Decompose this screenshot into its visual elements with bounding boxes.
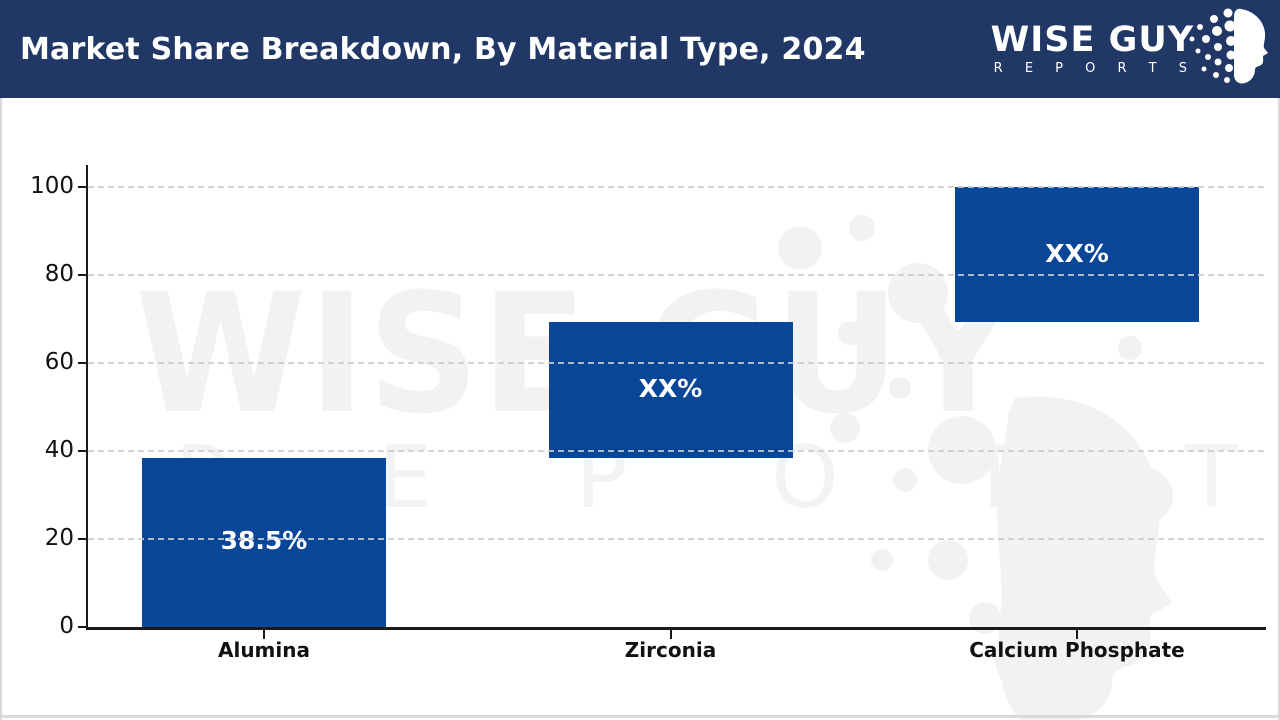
y-tick-label: 100 [30, 173, 74, 199]
logo-face-dots-icon [1189, 8, 1268, 84]
gridline-80 [88, 274, 1264, 276]
left-border [0, 98, 2, 720]
bar-alumina [142, 457, 386, 627]
gridline-40 [88, 450, 1264, 452]
gridline-100 [88, 186, 1264, 188]
x-category-label: Alumina [217, 638, 310, 662]
y-tick-40 [78, 450, 87, 452]
y-tick-label: 60 [44, 349, 74, 375]
y-tick-0 [78, 626, 87, 628]
y-tick-label: 0 [59, 613, 74, 639]
header-band: Market Share Breakdown, By Material Type… [0, 0, 1280, 98]
gridline-60 [88, 362, 1264, 364]
y-tick-label: 20 [44, 525, 74, 551]
chart-title: Market Share Breakdown, By Material Type… [20, 31, 866, 67]
y-tick-label: 40 [44, 437, 74, 463]
y-tick-20 [78, 538, 87, 540]
bar-value-label: XX% [1045, 238, 1109, 268]
y-tick-60 [78, 362, 87, 364]
y-axis-line [86, 165, 88, 627]
y-tick-80 [78, 274, 87, 276]
x-category-label: Zirconia [624, 638, 717, 662]
logo-text: WISE GUY R E P O R T S [990, 19, 1196, 76]
gridline-20 [88, 538, 1264, 540]
x-tick-0 [263, 630, 265, 639]
y-tick-label: 80 [44, 261, 74, 287]
wise-guy-reports-logo: WISE GUY R E P O R T S [991, 5, 1280, 93]
x-category-label: Calcium Phosphate [969, 638, 1185, 662]
bottom-border [0, 715, 1280, 718]
bar-value-label: 38.5% [220, 526, 308, 556]
bar-value-label: XX% [638, 373, 703, 403]
y-tick-100 [78, 186, 87, 188]
logo-subtitle: R E P O R T S [993, 60, 1196, 76]
right-border [1278, 98, 1280, 720]
x-axis-line [86, 627, 1266, 630]
bar-zirconia [548, 322, 793, 458]
logo-wordmark: WISE GUY [990, 19, 1195, 60]
x-tick-1 [669, 630, 672, 639]
